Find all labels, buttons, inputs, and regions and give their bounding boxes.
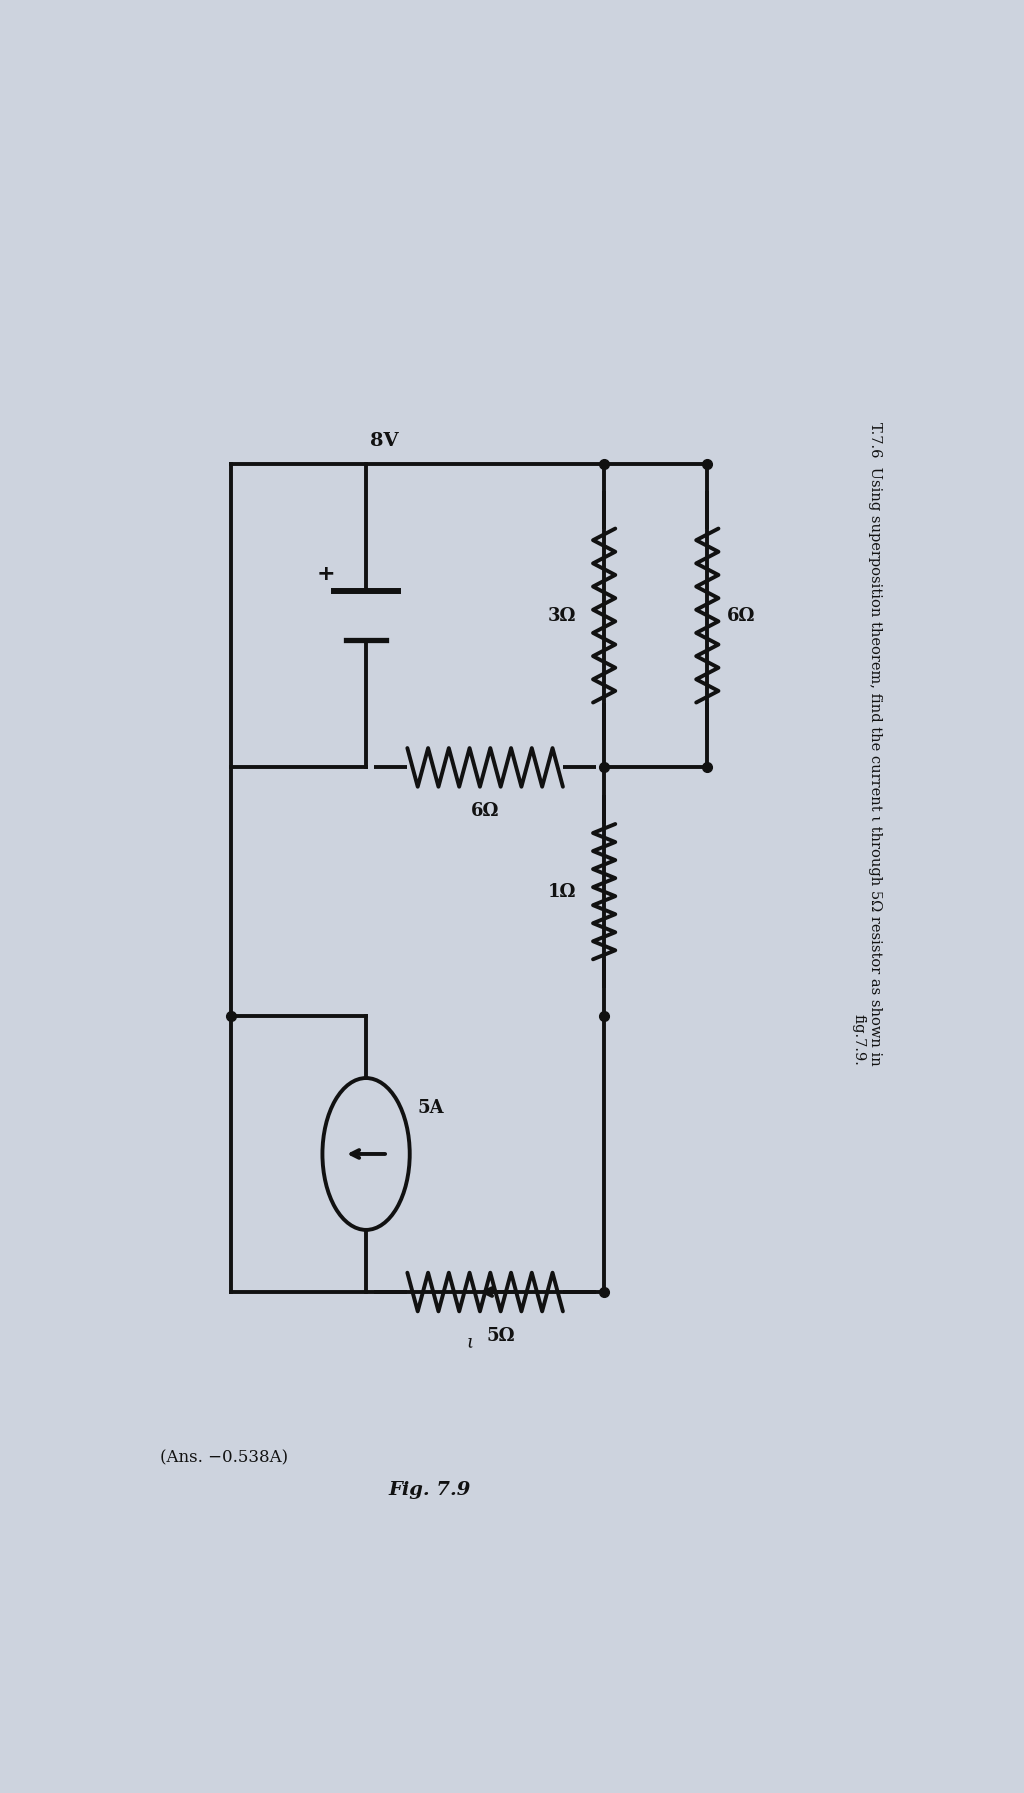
- Text: Fig. 7.9: Fig. 7.9: [388, 1481, 471, 1499]
- Text: ι: ι: [466, 1334, 473, 1352]
- Text: 5A: 5A: [418, 1099, 444, 1117]
- Text: 3Ω: 3Ω: [548, 606, 577, 624]
- Text: 6Ω: 6Ω: [471, 801, 500, 819]
- Text: 6Ω: 6Ω: [727, 606, 756, 624]
- Text: 1Ω: 1Ω: [548, 882, 577, 900]
- Text: (Ans. −0.538A): (Ans. −0.538A): [160, 1449, 288, 1467]
- Text: T.7.6  Using superposition theorem, find the current ι through 5Ω resistor as sh: T.7.6 Using superposition theorem, find …: [852, 423, 882, 1067]
- Text: +: +: [317, 565, 336, 585]
- Text: 8V: 8V: [370, 432, 398, 450]
- Text: 5Ω: 5Ω: [486, 1327, 515, 1345]
